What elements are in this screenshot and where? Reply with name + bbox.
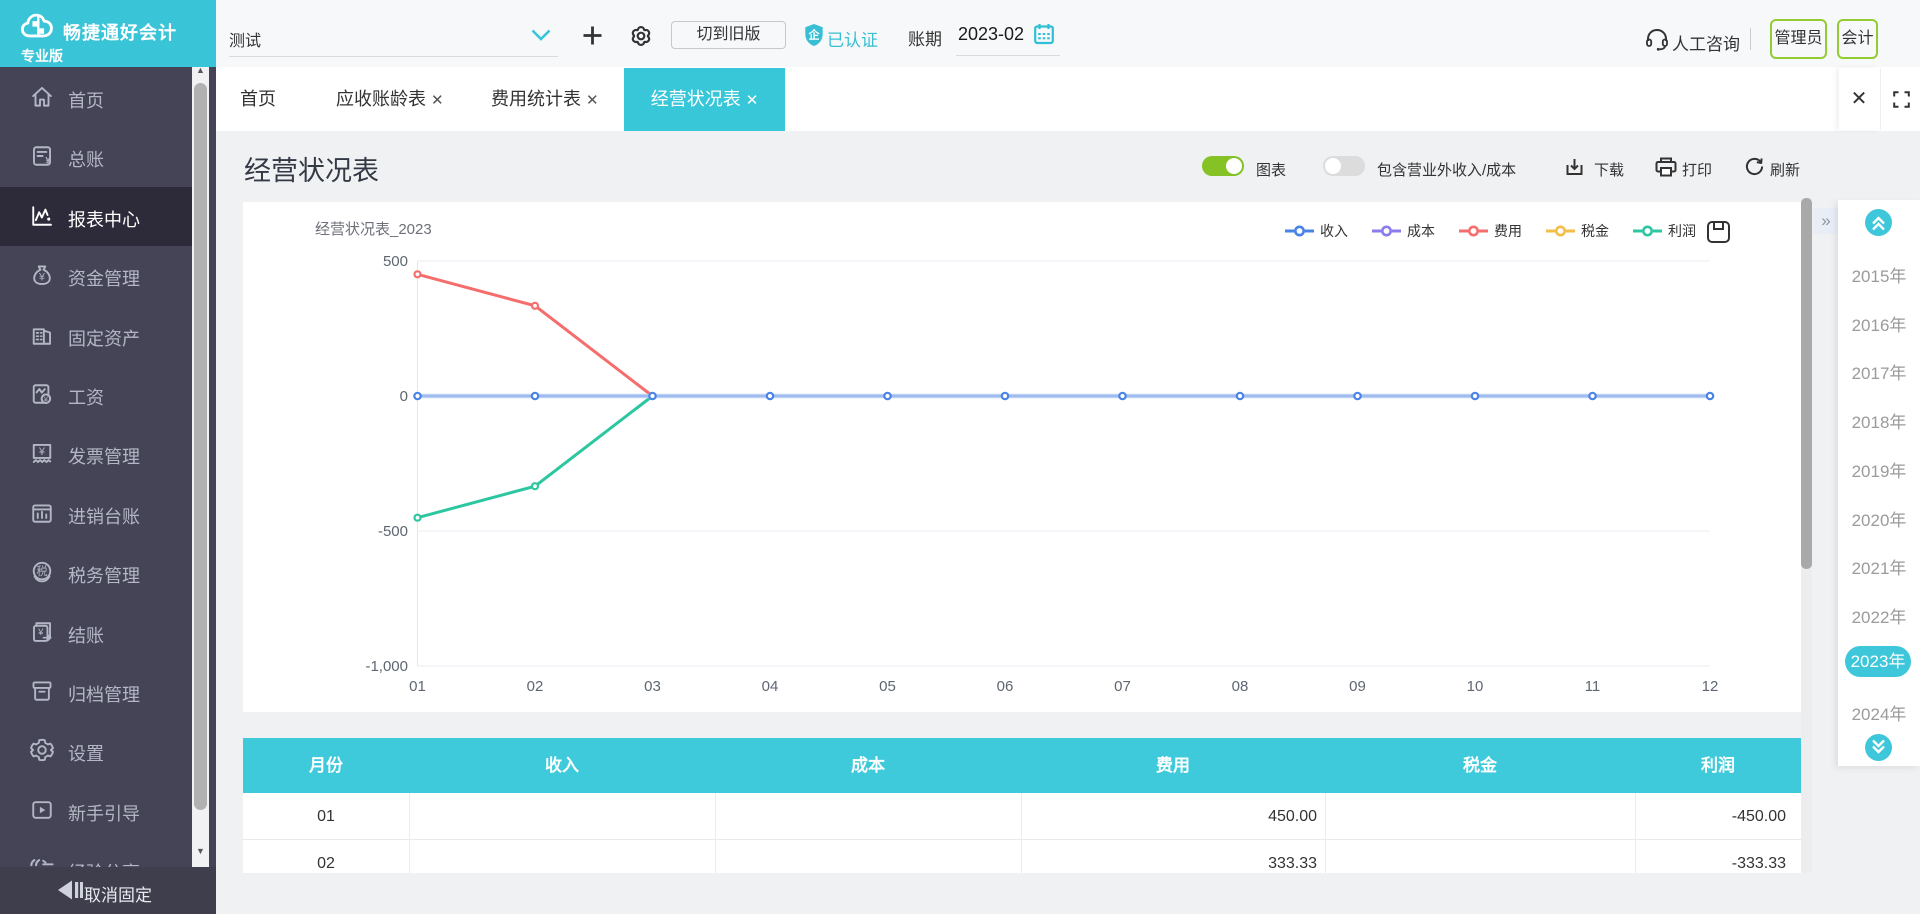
svg-text:费用: 费用 [1494, 223, 1522, 239]
svg-text:02: 02 [527, 678, 544, 695]
svg-text:¥: ¥ [37, 626, 44, 637]
svg-text:经营状况表_2023: 经营状况表_2023 [315, 221, 432, 238]
svg-text:利润: 利润 [1668, 223, 1696, 239]
svg-text:08: 08 [1232, 678, 1249, 695]
svg-text:10: 10 [1467, 678, 1484, 695]
svg-text:¥: ¥ [44, 395, 49, 404]
svg-text:-500: -500 [378, 523, 408, 540]
svg-text:12: 12 [1702, 678, 1719, 695]
svg-text:¥: ¥ [45, 156, 51, 167]
svg-text:500: 500 [383, 253, 408, 270]
svg-text:01: 01 [409, 678, 426, 695]
svg-text:0: 0 [400, 388, 408, 405]
svg-text:09: 09 [1349, 678, 1366, 695]
svg-text:成本: 成本 [1407, 223, 1435, 239]
svg-text:企: 企 [808, 28, 821, 42]
svg-text:04: 04 [762, 678, 779, 695]
svg-text:收入: 收入 [1320, 223, 1348, 239]
svg-text:06: 06 [997, 678, 1014, 695]
svg-text:05: 05 [879, 678, 896, 695]
svg-text:07: 07 [1114, 678, 1131, 695]
svg-text:03: 03 [644, 678, 661, 695]
svg-text:¥: ¥ [38, 446, 45, 458]
svg-text:11: 11 [1585, 678, 1601, 695]
svg-text:-1,000: -1,000 [365, 658, 408, 675]
svg-text:税金: 税金 [1581, 223, 1609, 239]
svg-text:税: 税 [36, 564, 47, 578]
svg-text:¥: ¥ [38, 272, 45, 284]
